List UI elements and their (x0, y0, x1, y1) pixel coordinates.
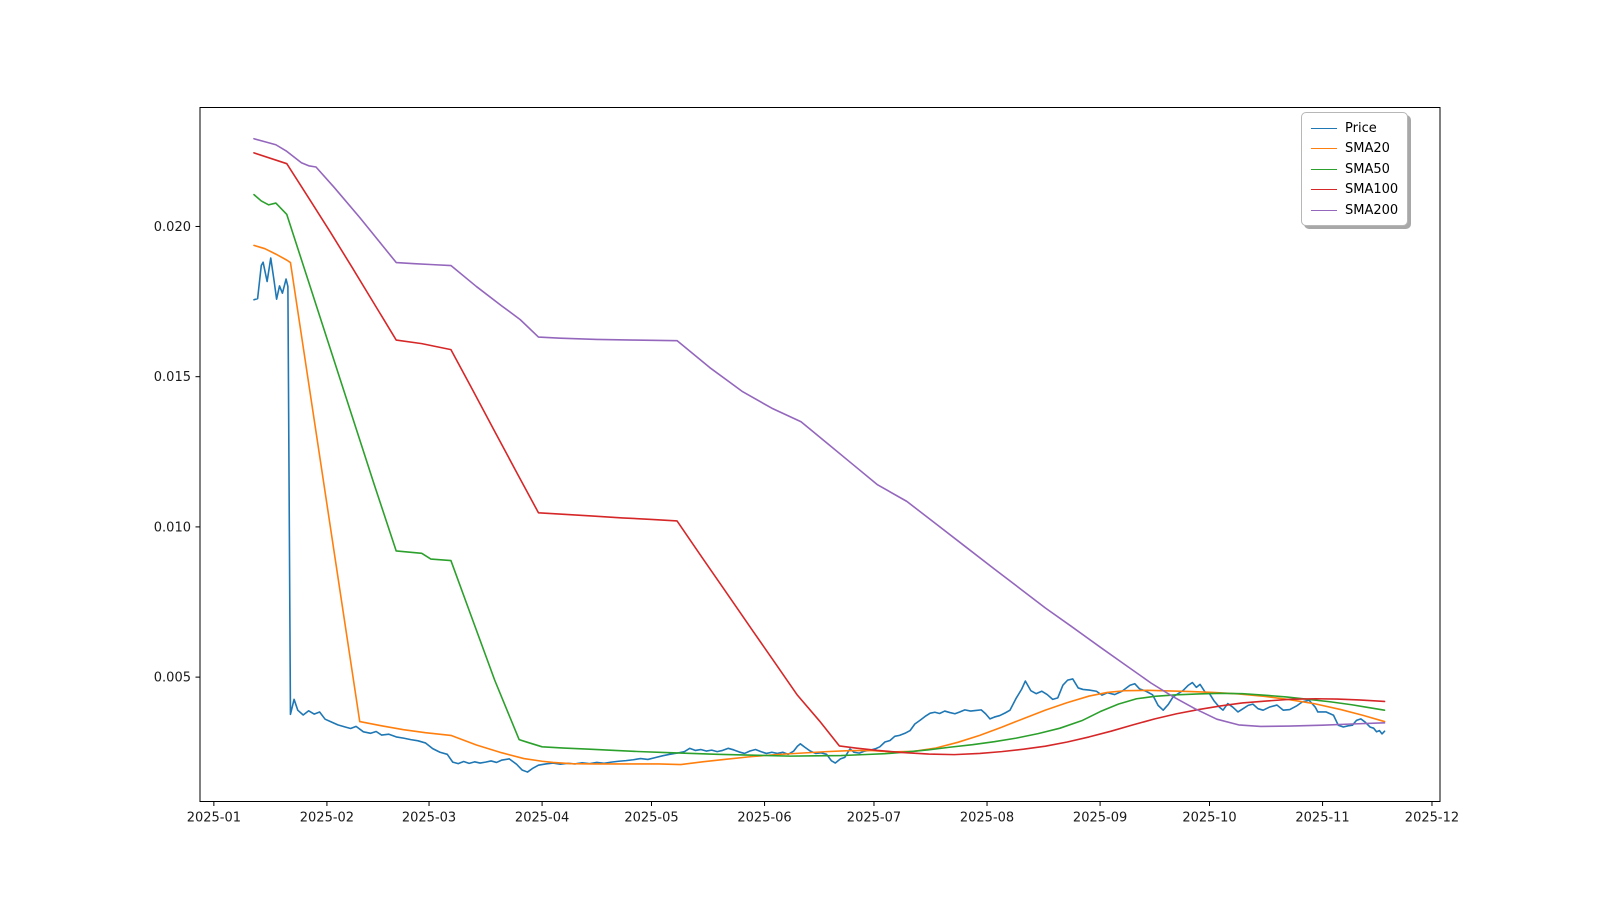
plot-area-border (199, 107, 1441, 802)
x-axis-tick-label: 2025-09 (1073, 811, 1127, 826)
x-axis-tick-label: 2025-06 (737, 811, 791, 826)
legend-label: SMA100 (1345, 182, 1399, 198)
legend-line-swatch (1311, 148, 1337, 150)
legend-label: SMA200 (1345, 202, 1399, 218)
legend-item-sma20: SMA20 (1311, 139, 1398, 160)
series-line-price (253, 257, 1386, 773)
y-axis-tick-label: 0.010 (154, 520, 191, 535)
x-axis-tick-label: 2025-01 (187, 811, 241, 826)
series-line-sma20 (253, 244, 1386, 766)
legend-line-swatch (1311, 168, 1337, 170)
x-axis-tick-label: 2025-05 (624, 811, 678, 826)
series-line-sma100 (253, 152, 1386, 756)
legend-line-swatch (1311, 209, 1337, 211)
y-axis-tick-label: 0.020 (154, 220, 191, 235)
series-line-sma200 (253, 137, 1386, 728)
y-axis-tick-label: 0.015 (154, 370, 191, 385)
legend: Price SMA20 SMA50 SMA100 SMA200 (1301, 112, 1409, 226)
x-axis-tick-label: 2025-04 (515, 811, 569, 826)
legend-item-sma200: SMA200 (1311, 200, 1398, 221)
x-axis-tick-label: 2025-07 (847, 811, 901, 826)
legend-label: SMA20 (1345, 141, 1390, 157)
legend-line-swatch (1311, 189, 1337, 191)
legend-item-price: Price (1311, 118, 1398, 139)
x-axis-tick-label: 2025-02 (300, 811, 354, 826)
legend-label: SMA50 (1345, 161, 1390, 177)
y-axis-tick-label: 0.005 (154, 671, 191, 686)
legend-line-swatch (1311, 127, 1337, 129)
x-axis-tick-label: 2025-12 (1405, 811, 1459, 826)
legend-label: Price (1345, 120, 1377, 136)
series-line-sma50 (253, 193, 1386, 757)
legend-item-sma50: SMA50 (1311, 159, 1398, 180)
legend-item-sma100: SMA100 (1311, 180, 1398, 201)
x-axis-tick-label: 2025-11 (1295, 811, 1349, 826)
x-axis-tick-label: 2025-10 (1182, 811, 1236, 826)
x-axis-tick-label: 2025-03 (402, 811, 456, 826)
x-axis-tick-label: 2025-08 (960, 811, 1014, 826)
